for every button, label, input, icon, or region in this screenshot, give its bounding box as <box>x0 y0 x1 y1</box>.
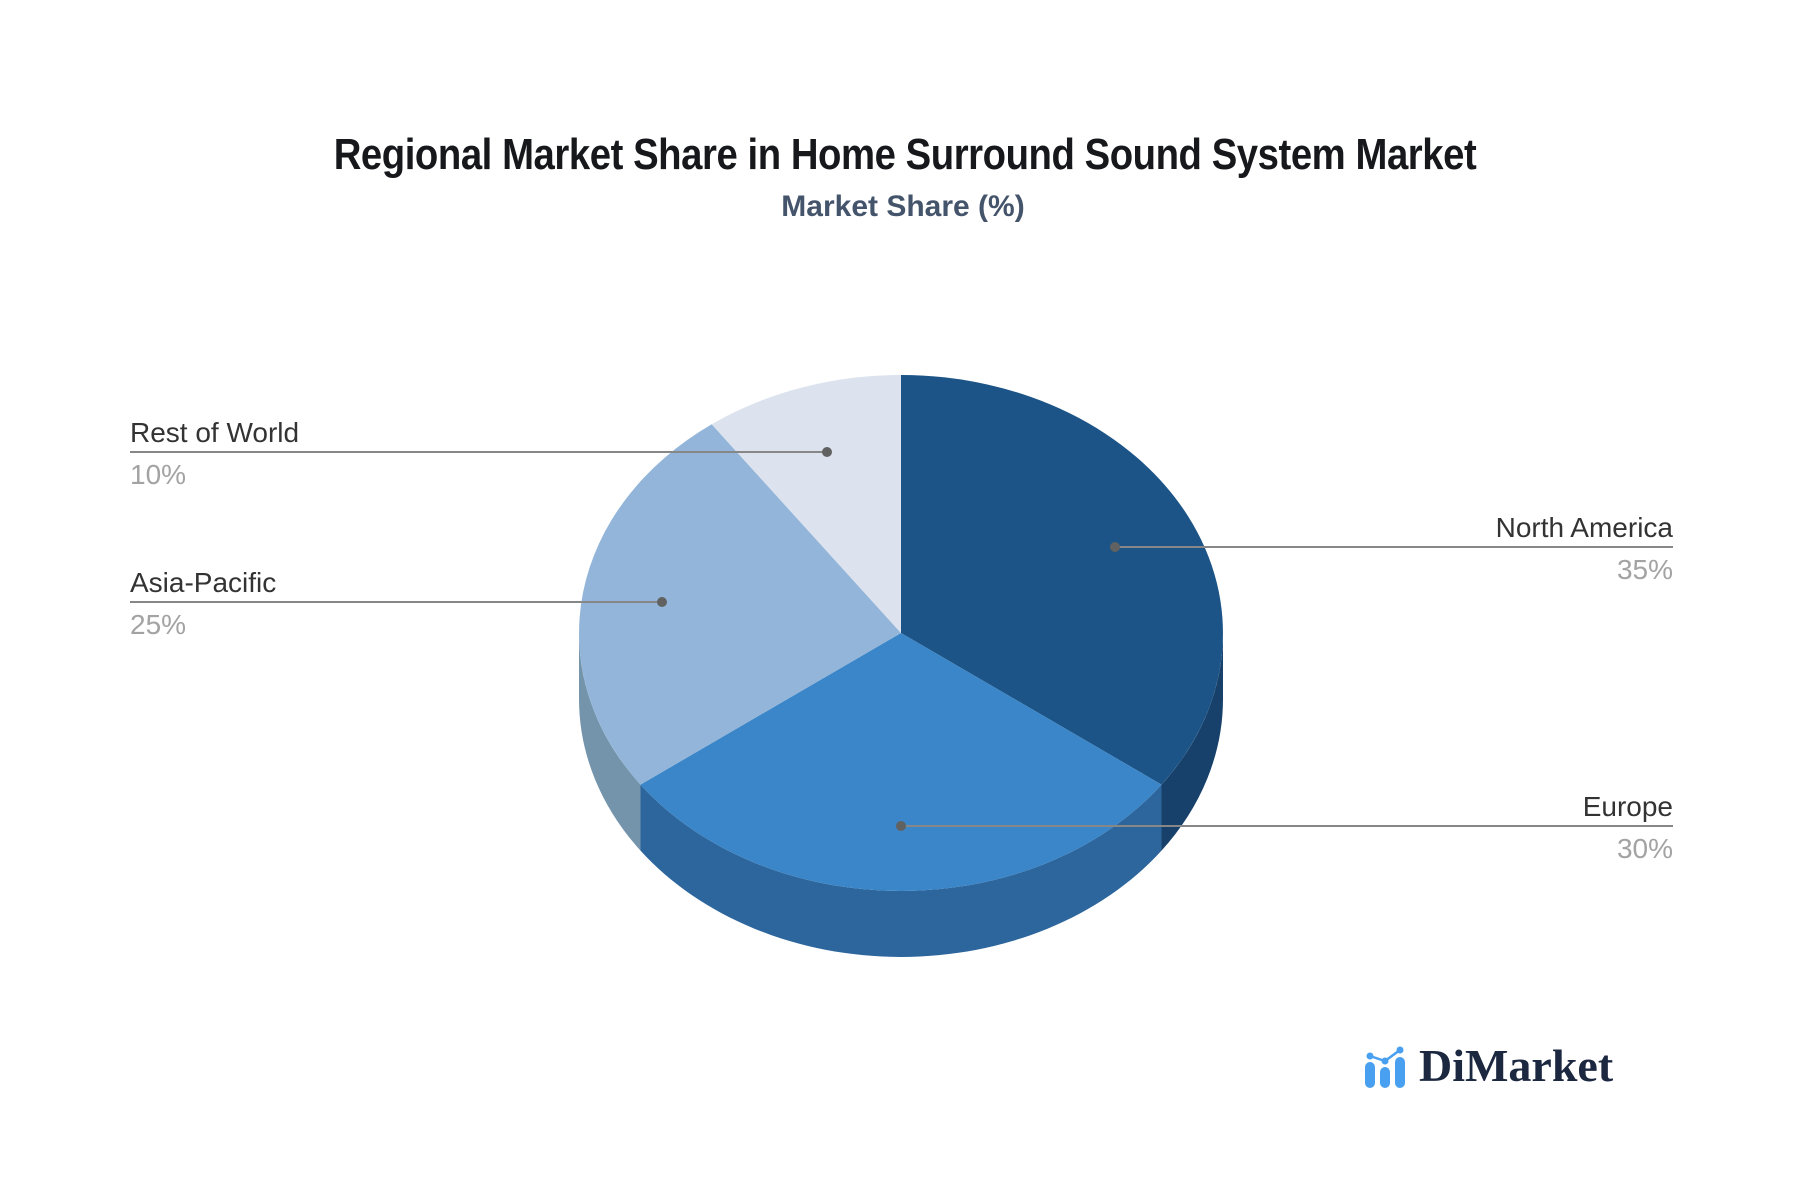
slice-label-europe: Europe <box>1582 791 1673 822</box>
dimarket-logo[interactable]: DiMarket <box>1362 1040 1662 1100</box>
slice-value-europe: 30% <box>1616 833 1673 864</box>
slice-value-north-america: 35% <box>1616 554 1673 585</box>
pie-slice-asia-pacific[interactable] <box>579 424 901 785</box>
logo-text: DiMarket <box>1419 1040 1614 1091</box>
leader-dot-north-america <box>1110 542 1120 552</box>
callout-europe: Europe 30% <box>1583 791 1673 865</box>
pie-slice-side-north-america <box>1161 633 1223 851</box>
chart-subtitle: Market Share (%) <box>781 190 1025 223</box>
bar-chart-logo-icon <box>1365 1046 1405 1088</box>
slice-label-north-america: North America <box>1495 512 1673 543</box>
slice-value-asia-pacific: 25% <box>130 609 187 640</box>
leader-dot-asia-pacific <box>657 597 667 607</box>
leader-dot-rest-of-world <box>822 447 832 457</box>
pie-slice-north-america[interactable] <box>901 375 1223 785</box>
callout-rest-of-world: Rest of World 10% <box>130 417 299 491</box>
pie-slice-rest-of-world[interactable] <box>711 375 901 633</box>
slice-label-rest-of-world: Rest of World <box>130 417 300 448</box>
pie-slice-side-europe <box>640 784 1162 957</box>
callout-north-america: North America 35% <box>1496 512 1673 586</box>
pie-slice-side-asia-pacific <box>579 633 641 851</box>
chart-title: Regional Market Share in Home Surround S… <box>333 130 1477 179</box>
leader-dot-europe <box>896 821 906 831</box>
slice-value-rest-of-world: 10% <box>130 459 187 490</box>
callout-asia-pacific: Asia-Pacific 25% <box>130 567 276 641</box>
slice-label-asia-pacific: Asia-Pacific <box>130 567 277 598</box>
